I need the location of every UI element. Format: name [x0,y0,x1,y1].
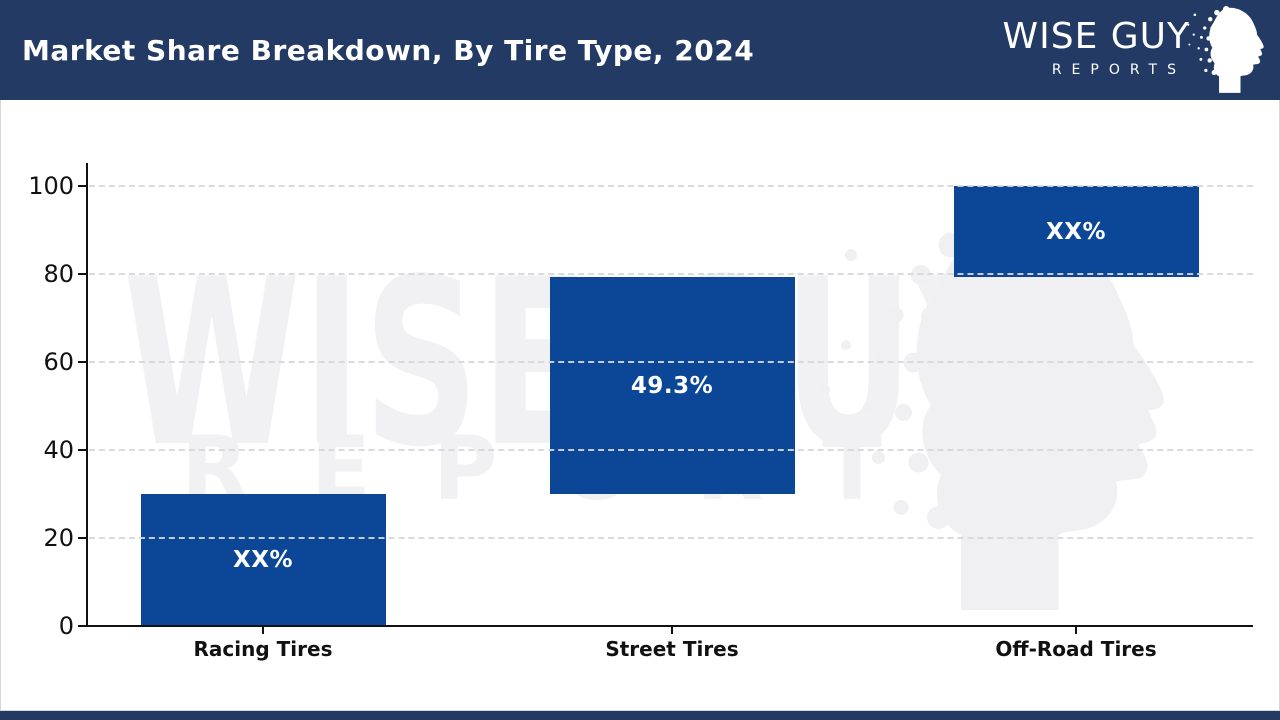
gridline [89,361,1253,363]
y-tick [78,449,87,451]
y-tick-label: 40 [43,436,74,464]
x-axis [86,625,1253,627]
y-tick-label: 100 [28,172,74,200]
logo-subtext: REPORTS [1051,62,1186,78]
x-tick [1075,627,1077,634]
bar-value-label: XX% [1045,218,1106,245]
y-tick-label: 0 [58,612,74,640]
page-title: Market Share Breakdown, By Tire Type, 20… [22,33,755,67]
y-axis [86,163,88,627]
y-tick [78,361,87,363]
y-tick-label: 80 [43,260,74,288]
y-tick-label: 60 [43,348,74,376]
y-tick [78,537,87,539]
y-tick [78,273,87,275]
x-tick [262,627,264,634]
logo-wordmark: WISE GUY [1002,16,1190,57]
gridline [89,449,1253,451]
bar [953,186,1199,278]
gridline [89,185,1253,187]
x-category-label: Racing Tires [193,637,333,661]
x-category-label: Street Tires [605,637,739,661]
x-category-label: Off-Road Tires [995,637,1157,661]
y-tick-label: 20 [43,524,74,552]
footer-bar [0,711,1280,720]
header-bar: Market Share Breakdown, By Tire Type, 20… [0,0,1280,100]
bar [140,494,386,626]
x-tick [671,627,673,634]
gridline [89,273,1253,275]
gridline [89,537,1253,539]
y-tick [78,185,87,187]
bar-value-label: 49.3% [630,372,714,399]
brand-logo: WISE GUY REPORTS [990,4,1270,96]
y-tick [78,625,87,627]
bar-value-label: XX% [232,547,293,573]
bar [549,277,795,494]
